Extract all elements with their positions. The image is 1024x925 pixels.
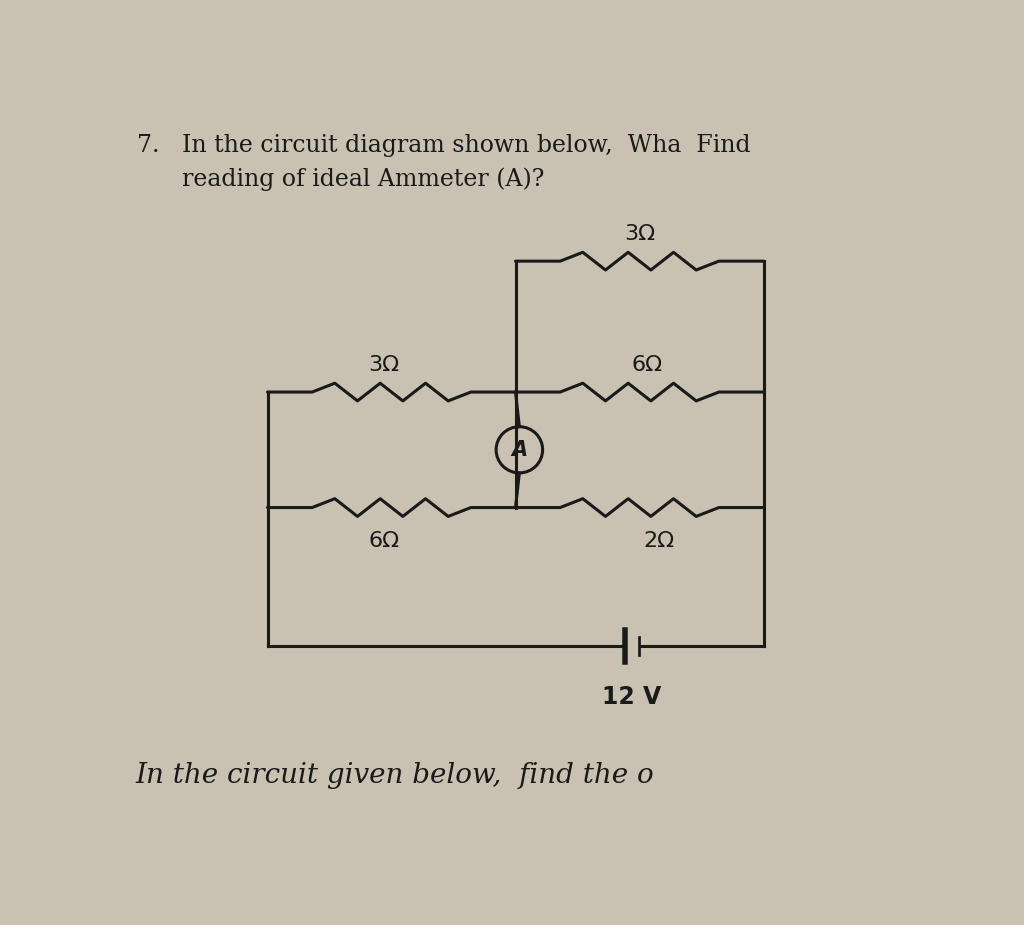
Text: 3Ω: 3Ω xyxy=(369,355,399,376)
Text: In the circuit given below,  find the o: In the circuit given below, find the o xyxy=(136,761,654,789)
Text: A: A xyxy=(511,439,527,460)
Text: 12 V: 12 V xyxy=(602,684,662,709)
Text: 7.   In the circuit diagram shown below,  Wha  Find: 7. In the circuit diagram shown below, W… xyxy=(137,134,751,157)
Text: 6Ω: 6Ω xyxy=(369,531,399,550)
Text: 2Ω: 2Ω xyxy=(643,531,675,550)
Text: reading of ideal Ammeter (A)?: reading of ideal Ammeter (A)? xyxy=(137,167,545,191)
Text: 3Ω: 3Ω xyxy=(624,224,655,244)
Text: 6Ω: 6Ω xyxy=(632,355,663,376)
